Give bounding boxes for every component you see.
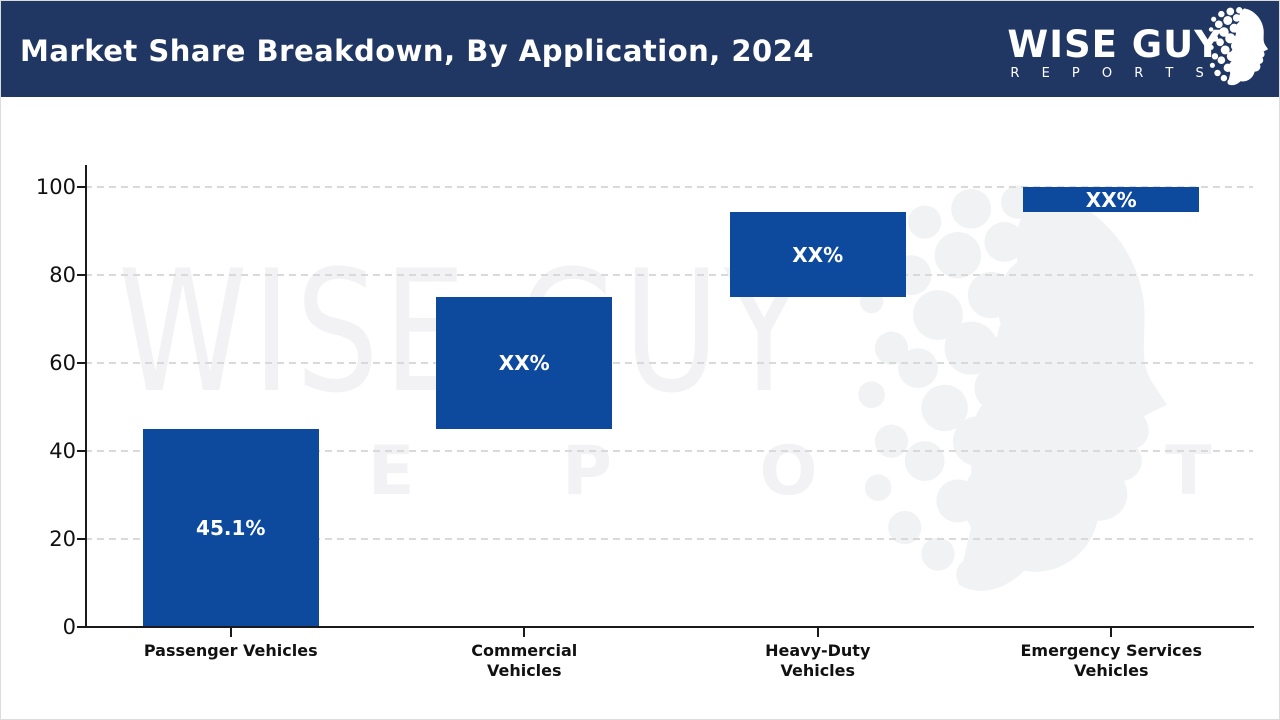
y-tick-0 — [77, 626, 85, 628]
y-tick-100 — [77, 186, 85, 188]
y-tick-label-100: 100 — [35, 175, 76, 199]
y-tick-80 — [77, 274, 85, 276]
bar-1: 45.1% — [142, 428, 319, 627]
gridline-80 — [85, 274, 1253, 276]
x-tick-3 — [816, 628, 819, 637]
x-category-label-3: Heavy-Duty Vehicles — [765, 641, 871, 680]
x-axis-line — [85, 626, 1254, 628]
y-tick-label-60: 60 — [49, 351, 76, 375]
y-tick-label-0: 0 — [62, 615, 76, 639]
y-axis-line — [85, 165, 87, 628]
y-tick-20 — [77, 538, 85, 540]
gridline-60 — [85, 362, 1253, 364]
x-tick-1 — [229, 628, 232, 637]
bar-value-label: XX% — [1085, 187, 1137, 212]
x-tick-4 — [1110, 628, 1113, 637]
wiseguy-reports-logo: WISE GUY R E P O R T S — [1007, 6, 1270, 90]
x-category-label-1: Passenger Vehicles — [143, 641, 318, 660]
bar-3: XX% — [729, 212, 906, 297]
bar-value-label: XX% — [498, 350, 550, 375]
chart-title: Market Share Breakdown, By Application, … — [20, 34, 815, 68]
bar-value-label: XX% — [792, 242, 844, 267]
logo-brand-subtitle: R E P O R T S — [1010, 66, 1213, 81]
y-tick-60 — [77, 362, 85, 364]
x-category-label-2: Commercial Vehicles — [471, 641, 578, 680]
logo-head-icon — [1208, 7, 1269, 86]
y-tick-label-40: 40 — [49, 439, 76, 463]
x-tick-2 — [523, 628, 526, 637]
header-bar: Market Share Breakdown, By Application, … — [0, 0, 1280, 97]
x-category-label-4: Emergency Services Vehicles — [1020, 641, 1203, 680]
gridline-40 — [85, 450, 1253, 452]
y-tick-label-20: 20 — [49, 527, 76, 551]
bar-2: XX% — [436, 297, 613, 429]
y-tick-label-80: 80 — [49, 263, 76, 287]
bar-4: XX% — [1023, 187, 1200, 213]
gridline-20 — [85, 538, 1253, 540]
logo-text: WISE GUY R E P O R T S — [1007, 26, 1222, 80]
bar-value-label: 45.1% — [196, 515, 266, 540]
gridline-100 — [85, 186, 1253, 188]
logo-brand-name: WISE GUY — [1007, 23, 1222, 66]
y-tick-40 — [77, 450, 85, 452]
